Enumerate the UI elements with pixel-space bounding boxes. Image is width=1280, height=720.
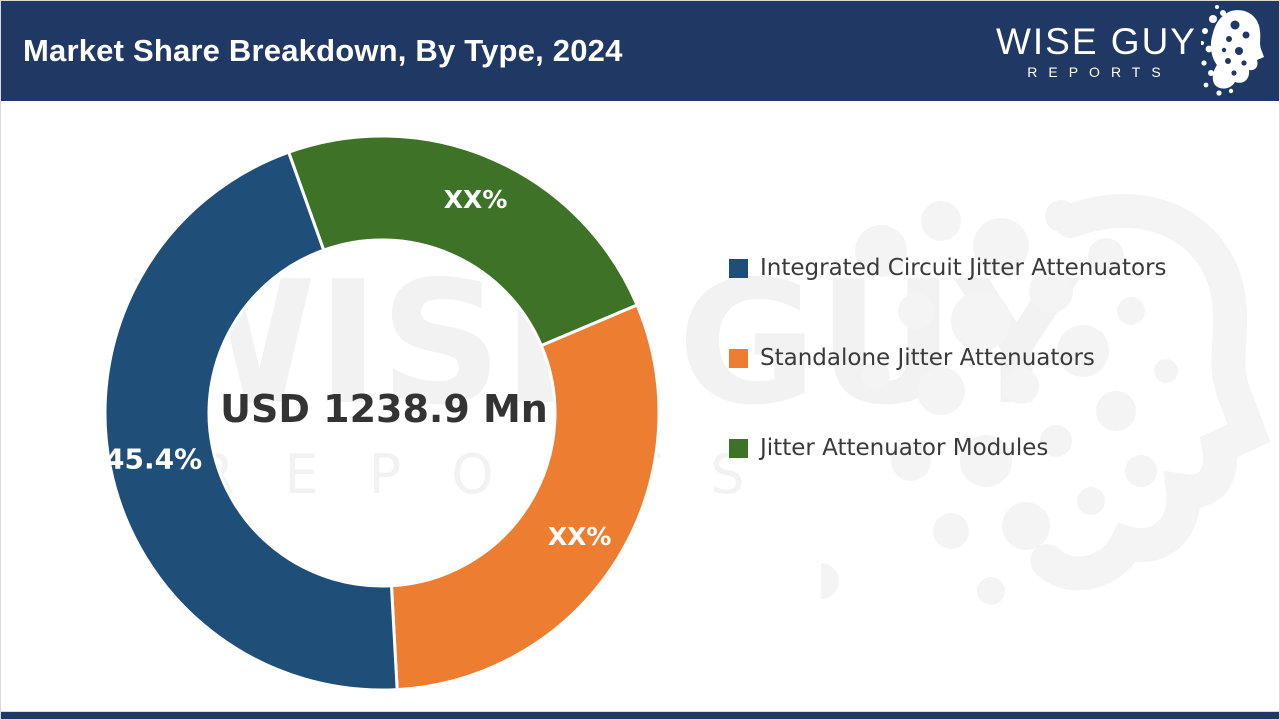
legend-item: Jitter Attenuator Modules bbox=[729, 433, 1167, 463]
slice-percent-label: XX% bbox=[444, 185, 508, 214]
donut-slice bbox=[103, 150, 399, 692]
footer-bar bbox=[1, 712, 1279, 719]
legend-swatch-orange bbox=[729, 348, 748, 368]
legend-label: Standalone Jitter Attenuators bbox=[760, 345, 1095, 371]
slice-percent-label: 45.4% bbox=[105, 443, 202, 476]
legend-swatch-blue bbox=[729, 258, 748, 278]
logo-wordmark: WISE GUY bbox=[995, 20, 1197, 62]
logo-text: WISE GUY REPORTS bbox=[996, 23, 1197, 80]
footer-divider bbox=[1, 711, 1279, 712]
header-bar: Market Share Breakdown, By Type, 2024 bbox=[1, 1, 1279, 101]
chart-legend: Integrated Circuit Jitter Attenuators St… bbox=[729, 253, 1167, 523]
logo-subtitle: REPORTS bbox=[1027, 63, 1172, 80]
chart-center-value: USD 1238.9 Mn bbox=[220, 387, 548, 431]
legend-label: Integrated Circuit Jitter Attenuators bbox=[760, 255, 1167, 281]
slice-percent-label: XX% bbox=[548, 522, 612, 551]
wise-guy-logo: WISE GUY REPORTS bbox=[996, 1, 1265, 101]
page-title: Market Share Breakdown, By Type, 2024 bbox=[23, 33, 623, 68]
legend-item: Integrated Circuit Jitter Attenuators bbox=[729, 253, 1167, 283]
donut-slice bbox=[286, 134, 640, 348]
donut-slice bbox=[389, 303, 661, 692]
watermark-face-icon bbox=[821, 194, 1271, 605]
legend-label: Jitter Attenuator Modules bbox=[760, 435, 1049, 461]
logo-face-icon bbox=[1201, 5, 1264, 96]
legend-swatch-green bbox=[729, 438, 748, 458]
donut-chart: XX% XX% 45.4% bbox=[103, 134, 661, 692]
legend-item: Standalone Jitter Attenuators bbox=[729, 343, 1167, 373]
